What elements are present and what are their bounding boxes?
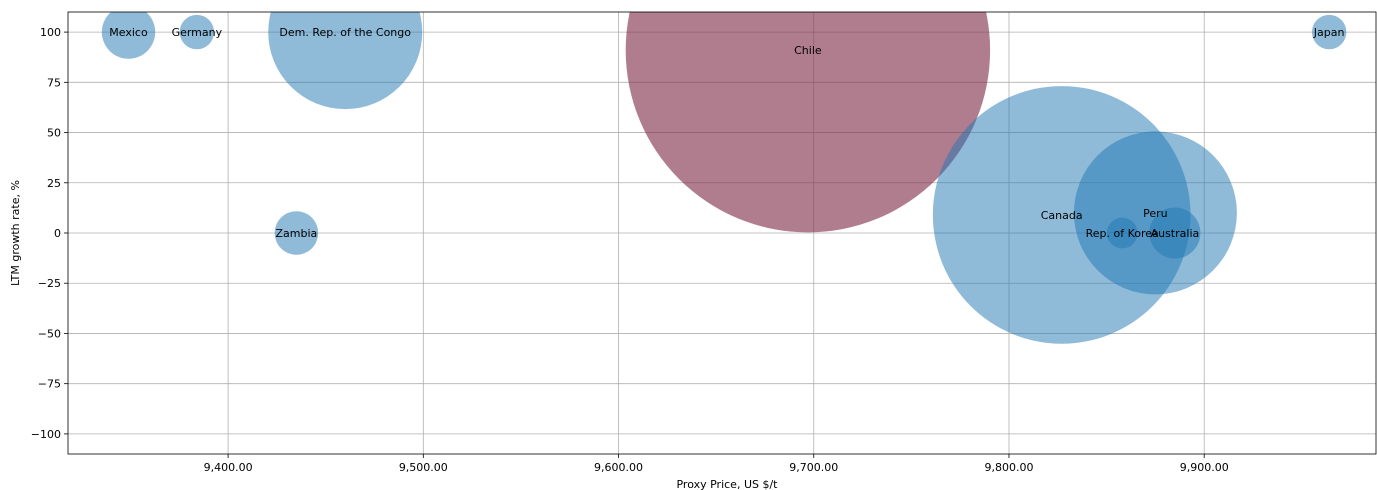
x-tick-label: 9,600.00 [594,461,643,474]
bubble-label: Japan [1313,26,1345,39]
bubble-label: Germany [172,26,223,39]
x-axis-label: Proxy Price, US $/t [676,478,778,490]
bubble-label: Australia [1151,227,1200,240]
y-tick-label: −100 [31,428,61,441]
y-tick-label: 75 [47,76,61,89]
bubble-label: Rep. of Korea [1086,227,1159,240]
bubble [268,12,423,110]
y-tick-label: 100 [40,26,61,39]
x-tick-label: 9,800.00 [984,461,1033,474]
y-tick-label: −25 [38,277,61,290]
x-tick-label: 9,400.00 [204,461,253,474]
bubble [1149,207,1201,259]
bubble-label: Peru [1143,207,1168,220]
y-axis-label: LTM growth rate, % [9,180,22,286]
bubble [625,12,991,233]
y-tick-label: −50 [38,327,61,340]
bubble [1073,131,1237,295]
bubble [1106,217,1138,249]
axis-ticks: 9,400.00 9,500.00 9,600.00 9,700.00 9,800.00… [31,26,1229,474]
bubble [274,211,319,255]
bubble [1311,14,1347,50]
y-tick-label: −75 [38,378,61,391]
bubble [101,12,156,59]
x-tick-label: 9,900.00 [1180,461,1229,474]
x-tick-label: 9,500.00 [399,461,448,474]
x-tick-label: 9,700.00 [789,461,838,474]
y-tick-label: 0 [54,227,61,240]
bubble-label: Dem. Rep. of the Congo [279,26,411,39]
bubble-label: Chile [794,44,822,57]
bubble-label: Zambia [276,227,318,240]
y-tick-label: 50 [47,127,61,140]
bubble-label: Mexico [109,26,148,39]
bubble-label: Canada [1041,209,1083,222]
bubble-labels: Mexico Germany Dem. Rep. of the Congo Zambi… [109,26,1344,240]
y-tick-label: 25 [47,177,61,190]
bubbles [101,12,1347,344]
bubble [179,14,215,50]
